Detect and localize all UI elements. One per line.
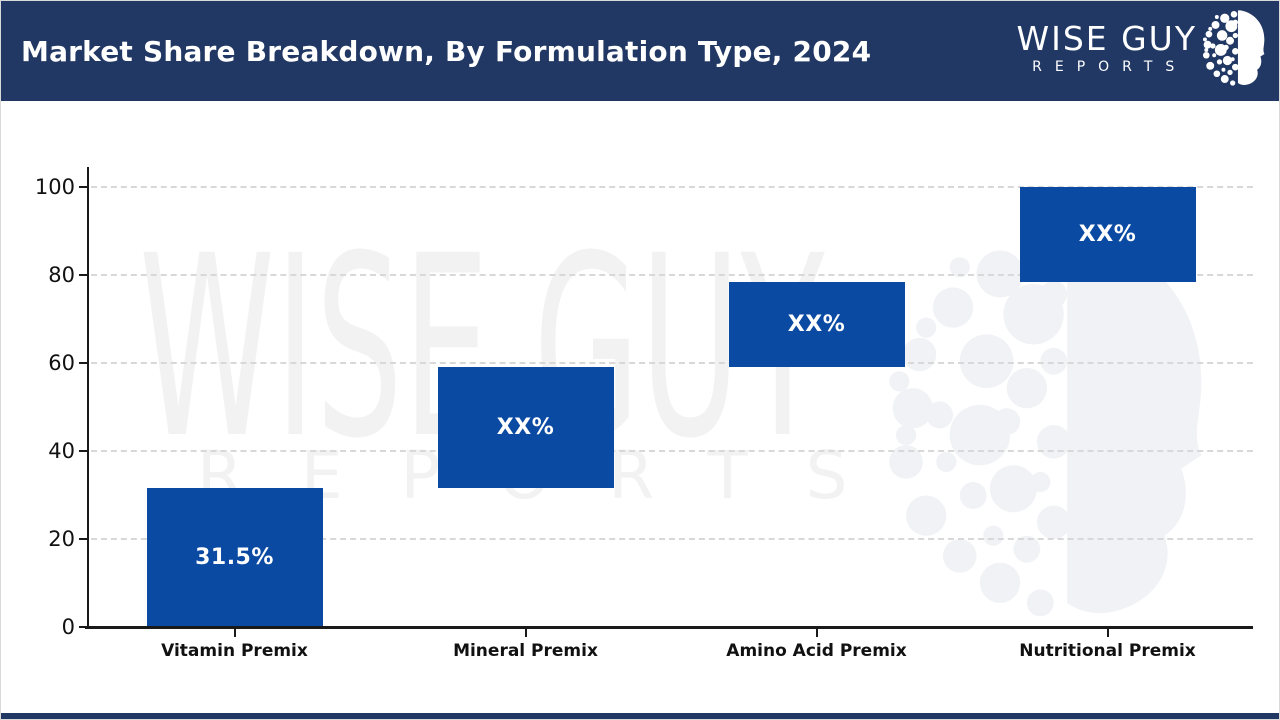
x-tick-amino-acid-premix xyxy=(815,628,818,637)
x-label-vitamin-premix: Vitamin Premix xyxy=(161,641,308,661)
wiseguy-logo: WISE GUY REPORTS xyxy=(1016,9,1267,87)
bar-value-label: XX% xyxy=(496,415,555,441)
x-label-amino-acid-premix: Amino Acid Premix xyxy=(726,641,907,661)
gridline-100 xyxy=(91,186,1253,188)
y-tick-label-0: 0 xyxy=(61,615,75,639)
y-tick-label-80: 80 xyxy=(48,263,75,287)
x-tick-nutritional-premix xyxy=(1106,628,1109,637)
y-tick-label-100: 100 xyxy=(34,175,75,199)
gridline-40 xyxy=(91,450,1253,452)
bar-value-label: XX% xyxy=(787,311,846,337)
watermark-head-icon xyxy=(889,233,1202,617)
x-label-mineral-premix: Mineral Premix xyxy=(453,641,598,661)
y-tick-0 xyxy=(79,626,88,628)
y-tick-60 xyxy=(79,362,88,364)
y-tick-80 xyxy=(79,274,88,276)
logo-subtext: REPORTS xyxy=(1032,58,1188,75)
bar-value-label: 31.5% xyxy=(195,545,274,571)
y-axis-line xyxy=(87,167,89,629)
bar-nutritional-premix[interactable]: XX% xyxy=(1019,187,1196,282)
y-tick-label-40: 40 xyxy=(48,439,75,463)
wiseguy-head-icon xyxy=(1202,10,1265,86)
footer-bar xyxy=(1,713,1279,719)
y-tick-label-60: 60 xyxy=(48,351,75,375)
bar-vitamin-premix[interactable]: 31.5% xyxy=(146,488,323,627)
header: Market Share Breakdown, By Formulation T… xyxy=(1,1,1279,101)
gridline-80 xyxy=(91,274,1253,276)
gridline-20 xyxy=(91,538,1253,540)
y-tick-20 xyxy=(79,538,88,540)
x-tick-vitamin-premix xyxy=(233,628,236,637)
x-axis-line xyxy=(85,626,1253,629)
x-tick-mineral-premix xyxy=(524,628,527,637)
y-tick-label-20: 20 xyxy=(48,527,75,551)
y-tick-100 xyxy=(79,186,88,188)
bar-mineral-premix[interactable]: XX% xyxy=(437,367,614,489)
logo-wordmark: WISE GUY xyxy=(1016,19,1197,59)
logo-text: WISE GUY REPORTS xyxy=(1016,19,1197,75)
y-tick-40 xyxy=(79,450,88,452)
gridline-60 xyxy=(91,362,1253,364)
page-title: Market Share Breakdown, By Formulation T… xyxy=(21,34,872,68)
x-label-nutritional-premix: Nutritional Premix xyxy=(1019,641,1196,661)
bar-amino-acid-premix[interactable]: XX% xyxy=(728,281,905,368)
bar-value-label: XX% xyxy=(1078,221,1137,247)
